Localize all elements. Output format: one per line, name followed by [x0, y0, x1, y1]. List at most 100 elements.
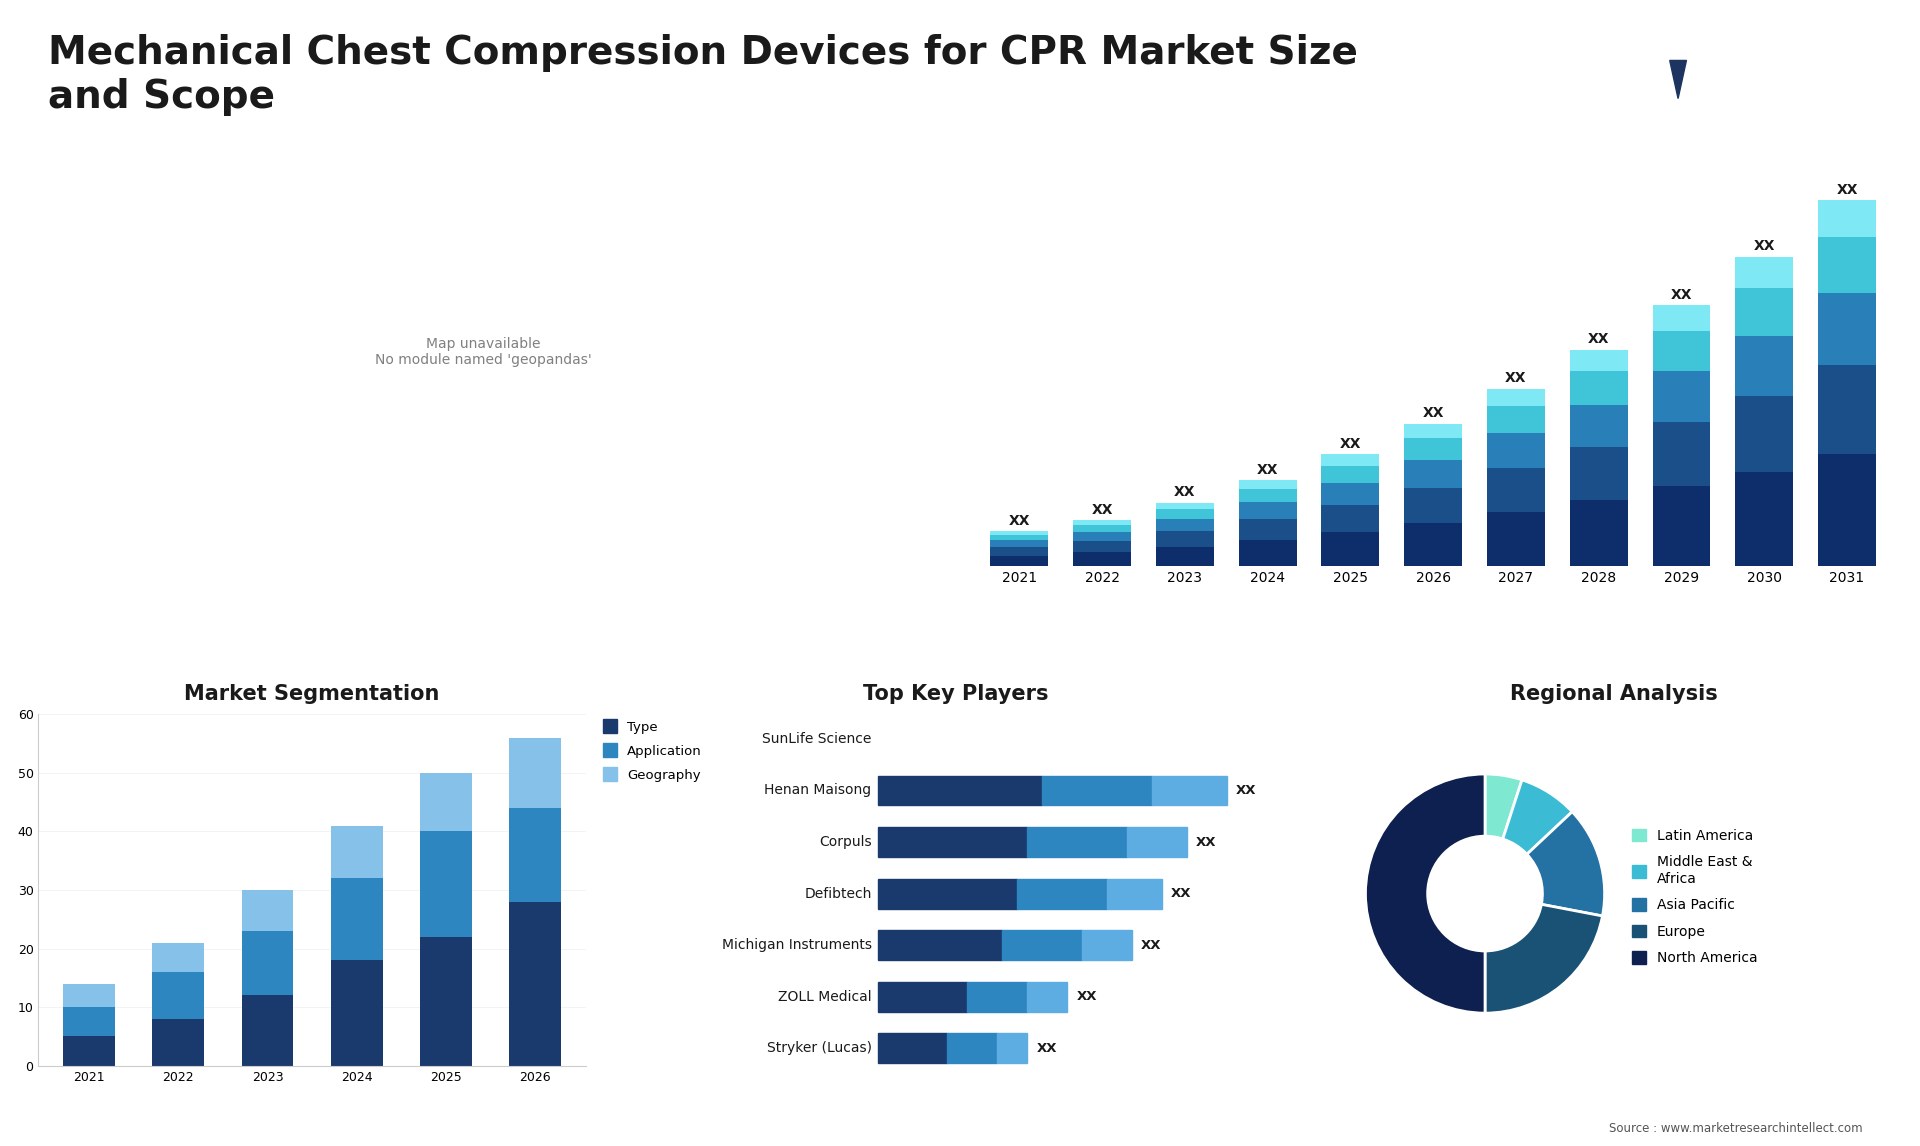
Text: XX: XX: [1008, 513, 1031, 527]
Title: Regional Analysis: Regional Analysis: [1509, 684, 1716, 705]
Bar: [509, 738, 561, 808]
Text: XX: XX: [1588, 332, 1609, 346]
Bar: [1486, 407, 1546, 433]
FancyBboxPatch shape: [1127, 827, 1187, 857]
Text: XX: XX: [1140, 939, 1162, 951]
Bar: [1404, 523, 1463, 566]
Text: XX: XX: [1753, 240, 1774, 253]
Bar: [1486, 511, 1546, 566]
Text: XX: XX: [1175, 485, 1196, 500]
FancyBboxPatch shape: [877, 931, 1002, 960]
FancyBboxPatch shape: [877, 879, 1018, 909]
FancyBboxPatch shape: [968, 982, 1027, 1012]
Bar: [1404, 488, 1463, 523]
Bar: [1653, 305, 1711, 331]
Bar: [1486, 433, 1546, 469]
Wedge shape: [1503, 780, 1572, 854]
Text: Map unavailable
No module named 'geopandas': Map unavailable No module named 'geopand…: [376, 337, 591, 367]
Bar: [1818, 293, 1876, 366]
Bar: [1818, 201, 1876, 236]
Bar: [1571, 447, 1628, 500]
Legend: Latin America, Middle East &
Africa, Asia Pacific, Europe, North America: Latin America, Middle East & Africa, Asi…: [1632, 829, 1757, 965]
Bar: [242, 996, 294, 1066]
Text: XX: XX: [1171, 887, 1192, 900]
Bar: [1073, 525, 1131, 532]
Text: XX: XX: [1236, 784, 1256, 796]
Bar: [420, 772, 472, 832]
Bar: [1238, 480, 1296, 488]
Bar: [1653, 371, 1711, 423]
FancyBboxPatch shape: [1152, 776, 1227, 806]
Bar: [1653, 331, 1711, 371]
Text: XX: XX: [1196, 835, 1217, 848]
FancyBboxPatch shape: [1108, 879, 1162, 909]
Bar: [1736, 288, 1793, 336]
Wedge shape: [1365, 774, 1484, 1013]
Bar: [1571, 350, 1628, 371]
Text: MARKET: MARKET: [1766, 40, 1826, 54]
Bar: [1736, 397, 1793, 472]
Bar: [509, 902, 561, 1066]
Bar: [63, 1007, 115, 1036]
FancyBboxPatch shape: [1083, 931, 1133, 960]
Bar: [1404, 438, 1463, 460]
Bar: [991, 532, 1048, 535]
FancyBboxPatch shape: [996, 1034, 1027, 1063]
Text: XX: XX: [1091, 503, 1114, 517]
Wedge shape: [1526, 811, 1605, 916]
FancyBboxPatch shape: [877, 1034, 947, 1063]
Text: INTELLECT: INTELLECT: [1766, 89, 1841, 102]
Bar: [1238, 502, 1296, 519]
Bar: [1571, 500, 1628, 566]
Text: Defibtech: Defibtech: [804, 887, 872, 901]
Bar: [1736, 257, 1793, 288]
Bar: [1486, 388, 1546, 407]
Bar: [1321, 532, 1379, 566]
Bar: [1571, 405, 1628, 447]
Bar: [991, 548, 1048, 556]
Bar: [1321, 465, 1379, 484]
Text: XX: XX: [1670, 288, 1692, 301]
Text: XX: XX: [1836, 183, 1859, 197]
Bar: [1238, 519, 1296, 540]
FancyBboxPatch shape: [1002, 931, 1083, 960]
Bar: [509, 808, 561, 902]
Text: XX: XX: [1423, 406, 1444, 421]
Bar: [152, 1019, 204, 1066]
Bar: [1073, 541, 1131, 552]
Bar: [991, 535, 1048, 540]
Bar: [330, 825, 382, 878]
Bar: [63, 983, 115, 1007]
FancyBboxPatch shape: [1043, 776, 1152, 806]
Title: Market Segmentation: Market Segmentation: [184, 684, 440, 705]
Bar: [152, 972, 204, 1019]
Bar: [1818, 366, 1876, 455]
Bar: [242, 890, 294, 931]
Text: Corpuls: Corpuls: [820, 835, 872, 849]
Bar: [420, 832, 472, 937]
Text: SunLife Science: SunLife Science: [762, 732, 872, 746]
Title: Top Key Players: Top Key Players: [864, 684, 1048, 705]
Text: Michigan Instruments: Michigan Instruments: [722, 939, 872, 952]
Text: Source : www.marketresearchintellect.com: Source : www.marketresearchintellect.com: [1609, 1122, 1862, 1135]
Bar: [991, 556, 1048, 566]
Text: XX: XX: [1258, 463, 1279, 477]
Text: Mechanical Chest Compression Devices for CPR Market Size
and Scope: Mechanical Chest Compression Devices for…: [48, 34, 1357, 117]
Bar: [1404, 424, 1463, 438]
Bar: [1736, 336, 1793, 397]
Bar: [1156, 547, 1213, 566]
Bar: [1073, 532, 1131, 541]
Legend: Type, Application, Geography: Type, Application, Geography: [603, 721, 703, 783]
FancyBboxPatch shape: [1018, 879, 1108, 909]
Bar: [1156, 503, 1213, 509]
Bar: [1073, 552, 1131, 566]
Polygon shape: [1645, 33, 1711, 107]
Bar: [1653, 486, 1711, 566]
Bar: [1156, 519, 1213, 532]
FancyBboxPatch shape: [877, 982, 968, 1012]
Bar: [1156, 532, 1213, 547]
Text: Stryker (Lucas): Stryker (Lucas): [766, 1042, 872, 1055]
FancyBboxPatch shape: [1027, 827, 1127, 857]
Text: Henan Maisong: Henan Maisong: [764, 784, 872, 798]
FancyBboxPatch shape: [947, 1034, 996, 1063]
